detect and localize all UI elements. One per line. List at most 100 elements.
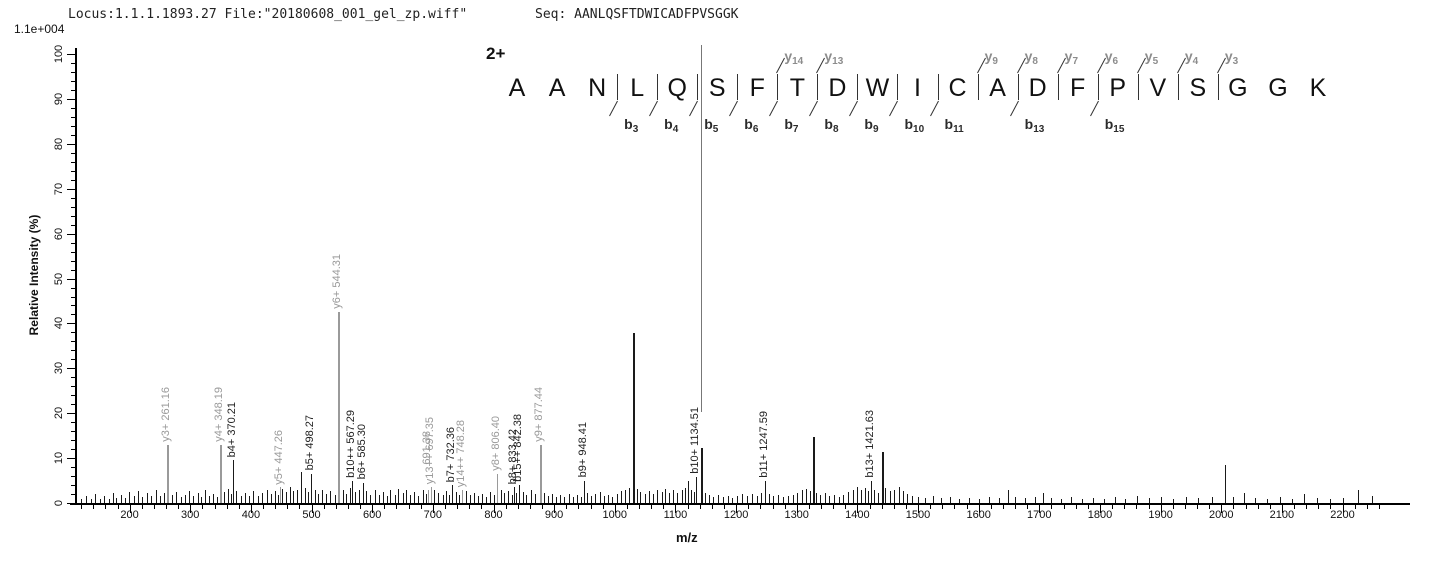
peak bbox=[856, 486, 858, 503]
peak bbox=[978, 498, 980, 503]
peak bbox=[691, 489, 693, 503]
x-minor-tick bbox=[275, 505, 277, 509]
peak bbox=[868, 491, 870, 503]
x-minor-tick bbox=[347, 505, 349, 509]
peak bbox=[1266, 498, 1268, 503]
y-minor-tick bbox=[71, 341, 75, 343]
x-minor-tick bbox=[881, 505, 883, 509]
y-tick-label: 0 bbox=[53, 499, 65, 507]
x-major-tick bbox=[1221, 505, 1223, 513]
sequence-residue: A bbox=[548, 74, 566, 102]
peak-label: b15++ 842.38 bbox=[512, 414, 525, 483]
y-tick-label: 20 bbox=[53, 407, 65, 420]
peak bbox=[486, 496, 488, 503]
x-minor-tick bbox=[723, 505, 725, 509]
peak bbox=[197, 493, 199, 503]
peak bbox=[172, 494, 173, 503]
peak bbox=[422, 490, 424, 503]
b-ion-label: b15 bbox=[1104, 116, 1125, 135]
x-minor-tick bbox=[1245, 505, 1247, 509]
y-minor-tick bbox=[71, 161, 75, 163]
y-major-tick bbox=[67, 54, 75, 55]
peak bbox=[474, 493, 476, 503]
peak bbox=[727, 495, 729, 503]
x-minor-tick bbox=[711, 505, 713, 509]
y-minor-tick bbox=[71, 422, 75, 424]
peak bbox=[756, 495, 758, 503]
peak bbox=[669, 493, 671, 503]
peak bbox=[363, 482, 365, 503]
peak bbox=[227, 488, 229, 503]
peak bbox=[713, 496, 714, 503]
x-tick-label: 600 bbox=[363, 509, 382, 521]
peak bbox=[193, 496, 195, 503]
peak bbox=[253, 491, 255, 503]
peak-label: y5+ 447.26 bbox=[272, 429, 285, 485]
y-minor-tick bbox=[71, 224, 75, 226]
peak-label: y3+ 261.16 bbox=[159, 386, 172, 442]
y-minor-tick bbox=[71, 359, 75, 361]
peak bbox=[1125, 498, 1127, 503]
x-major-tick bbox=[918, 505, 919, 513]
peak bbox=[513, 487, 515, 503]
y-minor-tick bbox=[71, 314, 75, 316]
peak bbox=[870, 480, 872, 503]
peak bbox=[768, 494, 770, 503]
b-fragment-slash bbox=[689, 100, 699, 117]
peak bbox=[310, 473, 312, 503]
y-minor-tick bbox=[71, 350, 75, 352]
x-minor-tick bbox=[1124, 505, 1126, 509]
y-ion-label: y6 bbox=[1104, 48, 1119, 67]
sequence-residue: C bbox=[948, 74, 967, 102]
x-major-tick bbox=[129, 505, 131, 513]
b-fragment-slash bbox=[649, 100, 659, 117]
peak bbox=[418, 495, 420, 503]
peak bbox=[681, 490, 683, 503]
peak bbox=[751, 494, 753, 503]
x-major-tick bbox=[675, 505, 677, 513]
x-minor-tick bbox=[408, 505, 410, 509]
peak bbox=[572, 496, 574, 503]
x-minor-tick bbox=[517, 505, 519, 509]
peak bbox=[824, 493, 826, 503]
y-minor-tick bbox=[71, 242, 75, 244]
peak bbox=[458, 494, 460, 503]
peak bbox=[504, 493, 506, 503]
peak bbox=[116, 497, 118, 503]
x-major-tick bbox=[311, 505, 313, 513]
peak bbox=[608, 494, 610, 503]
peak bbox=[402, 493, 404, 503]
peak bbox=[568, 494, 570, 503]
peak bbox=[599, 492, 601, 503]
peak bbox=[918, 497, 919, 503]
peak bbox=[446, 491, 448, 503]
peak bbox=[204, 489, 206, 503]
y-minor-tick bbox=[71, 377, 75, 379]
peak bbox=[552, 494, 554, 503]
x-minor-tick bbox=[1015, 505, 1016, 509]
sequence-residue: A bbox=[989, 74, 1006, 102]
y-tick-label: 10 bbox=[53, 451, 65, 465]
y-minor-tick bbox=[71, 170, 75, 172]
x-major-tick bbox=[1281, 505, 1283, 513]
precursor-charge-label: 2+ bbox=[486, 44, 506, 63]
b-ion-label: b3 bbox=[624, 116, 639, 135]
peak bbox=[742, 494, 744, 503]
x-major-tick bbox=[796, 505, 798, 513]
sequence-residue: D bbox=[1028, 74, 1047, 102]
x-minor-tick bbox=[360, 505, 361, 509]
peak bbox=[591, 496, 593, 503]
x-minor-tick bbox=[1269, 505, 1271, 509]
b-ion-label: b4 bbox=[664, 116, 679, 135]
x-minor-tick bbox=[105, 505, 107, 509]
x-minor-tick bbox=[845, 505, 847, 509]
peak bbox=[508, 491, 509, 503]
y-minor-tick bbox=[71, 197, 75, 199]
x-tick-label: 1000 bbox=[602, 509, 628, 521]
peak bbox=[815, 493, 817, 503]
x-tick-label: 2100 bbox=[1269, 509, 1295, 521]
x-minor-tick bbox=[639, 505, 640, 509]
x-minor-tick bbox=[481, 505, 483, 509]
peak bbox=[873, 490, 875, 503]
